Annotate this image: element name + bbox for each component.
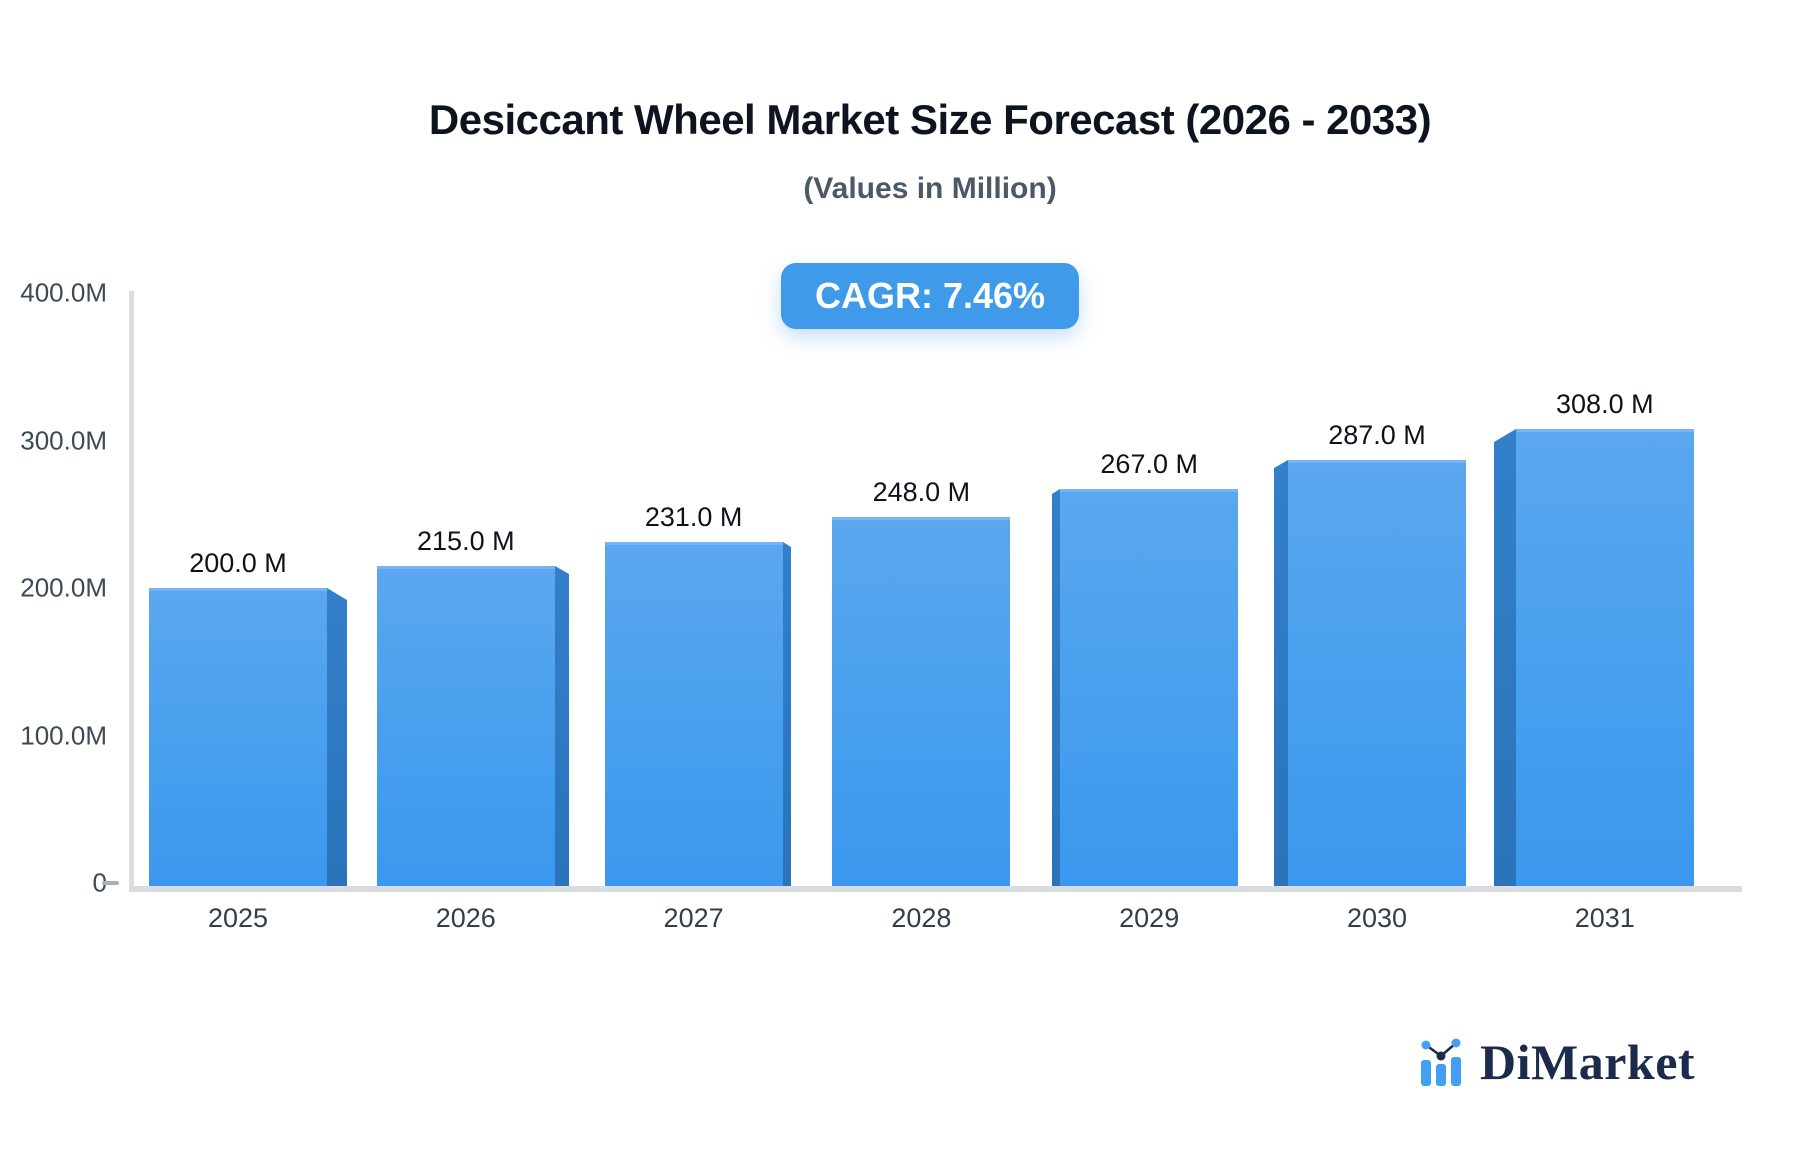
bar-2028[interactable]: [832, 517, 1010, 886]
chart-subtitle: (Values in Million): [803, 172, 1057, 205]
bar-2031[interactable]: [1516, 429, 1694, 886]
x-axis-label: 2027: [663, 903, 724, 933]
bar-side-face: [555, 566, 569, 886]
y-axis-tick-label: 400.0M: [20, 277, 107, 308]
x-axis-label: 2028: [891, 903, 952, 933]
dimarket-logo: DiMarket: [1418, 1036, 1695, 1088]
bar-side-face: [1274, 460, 1288, 886]
bar-value-label: 200.0 M: [189, 548, 287, 578]
y-axis-tick-label: 0: [92, 867, 107, 898]
zero-tick-dash: [102, 881, 119, 885]
bar-value-label: 267.0 M: [1100, 449, 1198, 479]
y-axis-tick-label: 300.0M: [20, 425, 107, 455]
x-axis-label: 2026: [435, 903, 496, 933]
bar-side-face: [1494, 429, 1516, 886]
dimarket-logo-icon: [1421, 1038, 1461, 1086]
y-axis-line: [129, 291, 134, 892]
x-axis-label: 2030: [1346, 903, 1408, 933]
bar-value-label: 308.0 M: [1556, 389, 1654, 419]
bar-side-face: [327, 588, 347, 886]
x-axis-line: [129, 886, 1742, 892]
x-axis-label: 2031: [1574, 903, 1635, 933]
bar-2025[interactable]: [149, 588, 327, 886]
bar-side-face: [783, 542, 791, 886]
bar-side-face: [1052, 489, 1060, 886]
bar-value-label: 231.0 M: [644, 502, 743, 532]
y-axis-tick-label: 200.0M: [20, 572, 107, 603]
bar-2026[interactable]: [377, 566, 555, 886]
bar-value-label: 287.0 M: [1328, 420, 1426, 450]
bar-2029[interactable]: [1060, 489, 1238, 886]
y-axis-tick-label: 100.0M: [20, 720, 107, 750]
chart-title: Desiccant Wheel Market Size Forecast (20…: [428, 96, 1432, 143]
bar-2030[interactable]: [1288, 460, 1466, 886]
cagr-badge: CAGR: 7.46%: [780, 263, 1080, 329]
x-axis-label: 2025: [207, 903, 269, 933]
dimarket-logo-text: DiMarket: [1480, 1034, 1696, 1090]
bar-value-label: 215.0 M: [417, 526, 515, 556]
bar-value-label: 248.0 M: [872, 477, 971, 507]
bar-2027[interactable]: [605, 542, 783, 886]
x-axis-label: 2029: [1119, 903, 1180, 933]
